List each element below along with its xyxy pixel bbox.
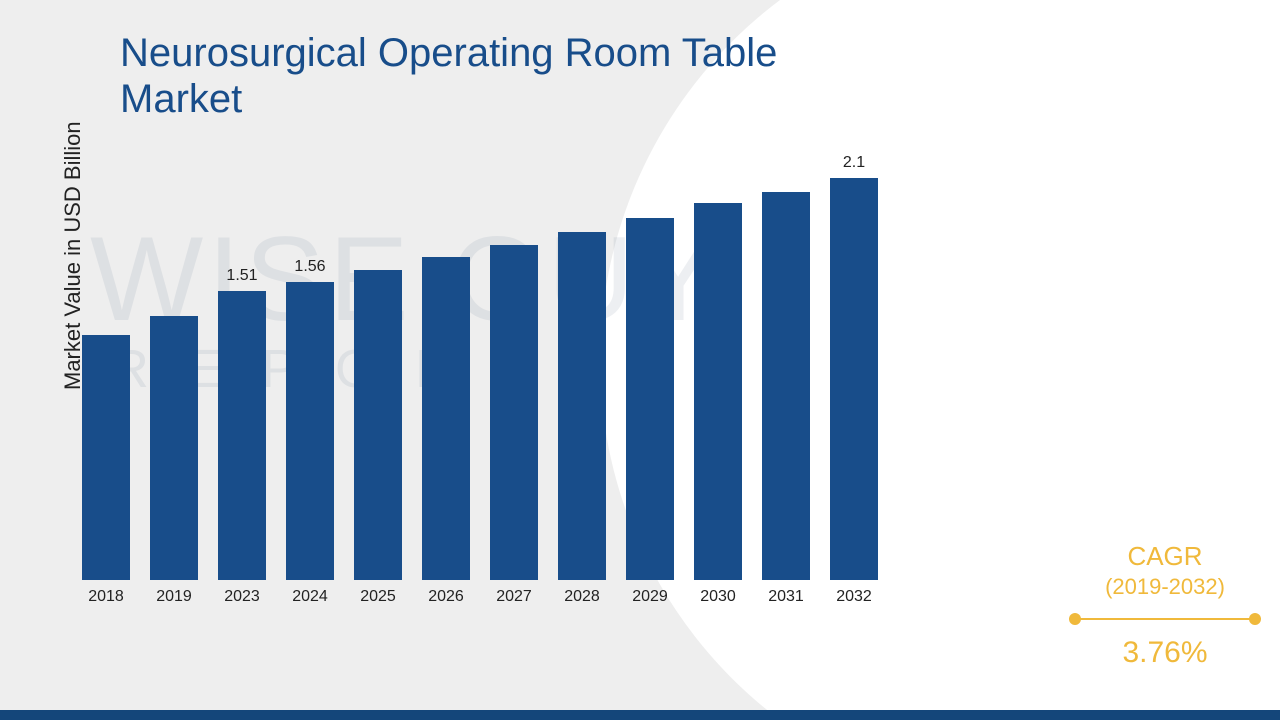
brand-logo: WISE GUY REPORTS	[1098, 20, 1256, 73]
bar	[354, 270, 402, 580]
x-tick-label: 2024	[276, 588, 344, 606]
cagr-divider	[1075, 618, 1255, 620]
chart-area: WISE GUY REPORTS Neurosurgical Operating…	[0, 0, 965, 720]
x-tick-label: 2023	[208, 588, 276, 606]
x-tick-label: 2019	[140, 588, 208, 606]
bar	[694, 203, 742, 580]
bar	[422, 257, 470, 580]
bar	[150, 316, 198, 580]
x-tick-label: 2025	[344, 588, 412, 606]
head-icon	[1170, 32, 1240, 118]
x-tick-label: 2032	[820, 588, 888, 606]
x-tick-label: 2027	[480, 588, 548, 606]
cagr-range: (2019-2032)	[1050, 574, 1280, 600]
chart-title: Neurosurgical Operating Room Table Marke…	[120, 30, 840, 122]
stage: WISE GUY REPORTS Neurosurgical Operating…	[0, 0, 1280, 720]
bar	[286, 282, 334, 580]
bar-value-label: 1.51	[212, 267, 272, 285]
x-tick-label: 2028	[548, 588, 616, 606]
x-tick-label: 2031	[752, 588, 820, 606]
cagr-title: CAGR	[1050, 541, 1280, 572]
bar	[558, 232, 606, 580]
bar-value-label: 2.1	[824, 154, 884, 172]
bar	[82, 335, 130, 580]
bar	[218, 291, 266, 580]
bar-value-label: 1.56	[280, 258, 340, 276]
x-tick-label: 2026	[412, 588, 480, 606]
bar	[626, 218, 674, 580]
footer-strip	[0, 710, 1280, 720]
bar	[490, 245, 538, 580]
cagr-value: 3.76%	[1050, 636, 1280, 670]
cagr-block: CAGR (2019-2032) 3.76%	[1050, 541, 1280, 670]
x-tick-label: 2018	[72, 588, 140, 606]
bar	[762, 192, 810, 580]
x-tick-label: 2030	[684, 588, 752, 606]
x-tick-label: 2029	[616, 588, 684, 606]
bar	[830, 178, 878, 580]
plot-region: 1.51 1.56 2.1	[82, 140, 902, 580]
